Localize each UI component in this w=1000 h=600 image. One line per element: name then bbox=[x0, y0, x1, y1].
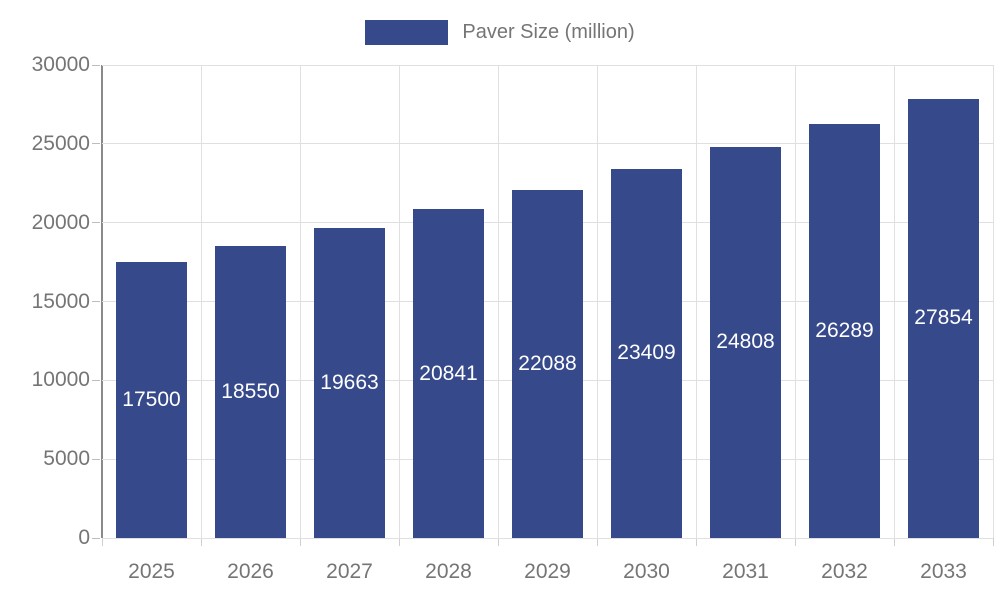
y-axis-tick-label: 25000 bbox=[31, 131, 90, 155]
bar-value-label: 23409 bbox=[617, 341, 676, 365]
x-axis-tick bbox=[398, 538, 400, 546]
bar-value-label: 26289 bbox=[815, 318, 874, 342]
legend-label: Paver Size (million) bbox=[462, 21, 635, 43]
x-axis-line bbox=[102, 537, 993, 539]
y-axis-tick-label: 0 bbox=[78, 526, 90, 549]
x-axis-tick bbox=[497, 538, 499, 546]
gridline-v bbox=[992, 65, 994, 538]
gridline-v bbox=[497, 65, 499, 538]
y-axis-tick-label: 20000 bbox=[31, 210, 90, 234]
plot-area: 0 5000 10000 15000 20000 25000 30000 17500 18550… bbox=[32, 53, 994, 583]
bar-2033[interactable]: 27854 bbox=[908, 98, 979, 538]
gridline-v bbox=[299, 65, 301, 538]
bar-value-label: 19663 bbox=[320, 370, 379, 394]
bar-2025[interactable]: 17500 bbox=[116, 262, 187, 538]
y-axis-tick-label: 5000 bbox=[43, 447, 90, 471]
y-axis-tick bbox=[92, 537, 100, 539]
bar-2028[interactable]: 20841 bbox=[413, 209, 484, 538]
y-axis-tick bbox=[92, 379, 100, 381]
bar-2026[interactable]: 18550 bbox=[215, 245, 286, 538]
bar-2031[interactable]: 24808 bbox=[710, 146, 781, 538]
y-axis-tick bbox=[92, 301, 100, 302]
x-axis-tick-label: 2029 bbox=[524, 560, 571, 583]
bar-value-label: 22088 bbox=[518, 351, 577, 375]
bar-2030[interactable]: 23409 bbox=[611, 168, 682, 538]
y-axis-tick bbox=[92, 143, 100, 145]
x-axis-tick-label: 2025 bbox=[128, 560, 175, 583]
bar-value-label: 17500 bbox=[122, 388, 181, 412]
bar-value-label: 27854 bbox=[914, 306, 973, 330]
bar-2029[interactable]: 22088 bbox=[512, 189, 583, 538]
y-axis-tick-label: 30000 bbox=[31, 53, 90, 76]
y-axis-tick bbox=[92, 222, 100, 224]
x-axis-tick-label: 2030 bbox=[623, 560, 670, 583]
gridline-v bbox=[695, 65, 697, 538]
x-axis-tick bbox=[101, 538, 103, 546]
y-axis-tick bbox=[92, 64, 100, 66]
x-axis-tick-label: 2028 bbox=[425, 560, 472, 583]
bar-value-label: 18550 bbox=[221, 379, 280, 403]
x-axis-tick bbox=[299, 538, 301, 546]
bar-2027[interactable]: 19663 bbox=[314, 227, 385, 538]
x-axis-tick-label: 2027 bbox=[326, 560, 373, 583]
bar-value-label: 24808 bbox=[716, 330, 775, 354]
x-axis-tick bbox=[596, 538, 598, 546]
y-axis-tick-label: 15000 bbox=[31, 289, 90, 313]
legend-swatch bbox=[365, 20, 449, 45]
bar-value-label: 20841 bbox=[419, 361, 478, 385]
gridline-v bbox=[398, 65, 400, 538]
x-axis-tick-label: 2032 bbox=[821, 560, 868, 583]
gridline-h bbox=[102, 64, 993, 66]
gridline-h bbox=[102, 143, 993, 145]
x-axis-tick bbox=[992, 538, 994, 546]
x-axis-tick-label: 2026 bbox=[227, 560, 274, 583]
x-axis-tick-label: 2033 bbox=[920, 560, 967, 583]
y-axis-tick-label: 10000 bbox=[31, 368, 90, 392]
y-axis-tick bbox=[92, 458, 100, 460]
x-axis-tick bbox=[893, 538, 895, 546]
gridline-v bbox=[893, 65, 895, 538]
x-axis-tick bbox=[200, 538, 202, 546]
gridline-v bbox=[200, 65, 202, 538]
bar-2032[interactable]: 26289 bbox=[809, 123, 880, 538]
x-axis-tick bbox=[695, 538, 697, 546]
gridline-v bbox=[596, 65, 598, 538]
x-axis-tick-label: 2031 bbox=[722, 560, 769, 583]
gridline-v bbox=[794, 65, 796, 538]
legend[interactable]: Paver Size (million) bbox=[0, 20, 1000, 45]
x-axis-tick bbox=[794, 538, 796, 546]
